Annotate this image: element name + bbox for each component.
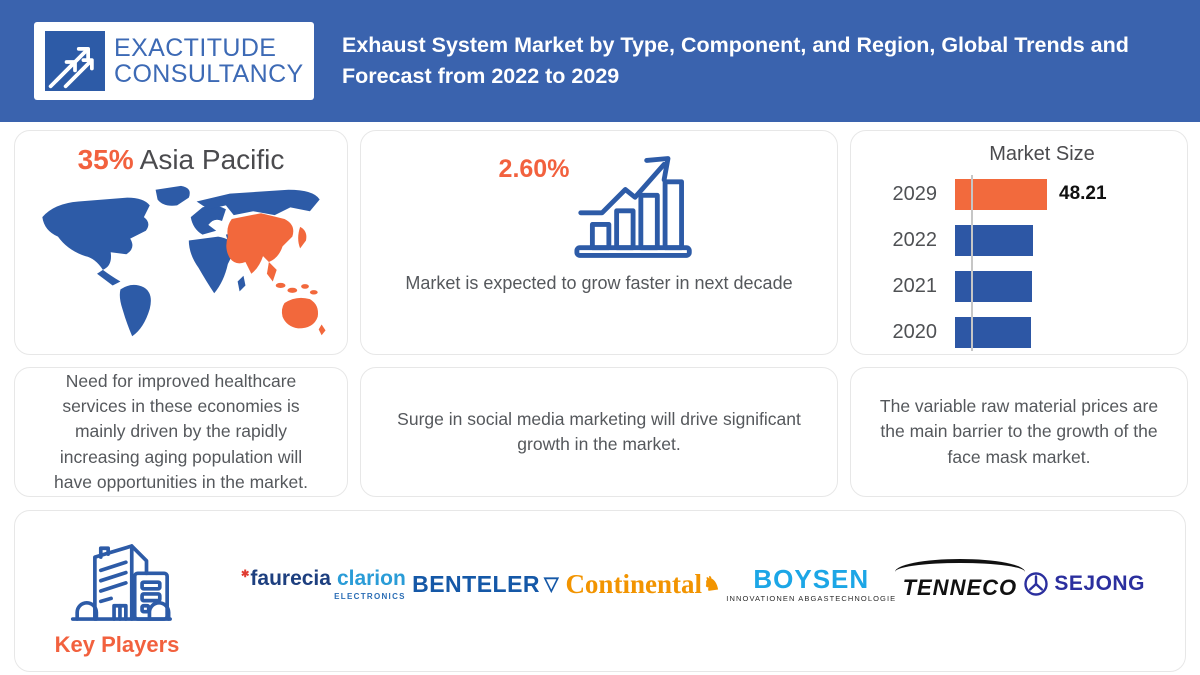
insight-text-left: Need for improved healthcare services in… <box>54 370 308 493</box>
market-size-row: 2020 <box>851 309 1187 355</box>
market-size-chart-rows: 2029 48.21 2022 2021 2020 <box>851 171 1187 355</box>
market-size-bar <box>955 178 1047 210</box>
logo-boysen: BOYSEN INNOVATIONEN ABGASTECHNOLOGIE <box>726 566 896 603</box>
logo-tenneco: TENNECO <box>894 559 1026 601</box>
key-players-block: Key Players <box>37 525 197 658</box>
map-base-continents <box>42 185 320 337</box>
faurecia-part1: faurecia <box>250 567 331 590</box>
market-size-category-label: 2022 <box>892 228 938 251</box>
faurecia-wordmark: ✱faurecia clarion <box>241 567 406 591</box>
company-logos-row: ✱faurecia clarion ELECTRONICS BENTELER ▽ … <box>197 559 1159 617</box>
faurecia-subtext: ELECTRONICS <box>334 592 406 601</box>
boysen-wordmark: BOYSEN <box>753 563 870 594</box>
insight-card-opportunity: Need for improved healthcare services in… <box>14 367 348 497</box>
market-size-title: Market Size <box>989 143 1095 165</box>
growth-percent: 2.60% <box>498 155 570 183</box>
key-players-card: Key Players ✱faurecia clarion ELECTRONICS… <box>14 510 1186 672</box>
growth-chart-icon <box>574 156 693 258</box>
world-map <box>42 185 326 337</box>
map-asia-pacific-highlight <box>226 213 326 336</box>
report-title: Exhaust System Market by Type, Component… <box>342 33 1129 88</box>
market-size-bar <box>955 316 1031 348</box>
key-players-label: Key Players <box>54 631 180 657</box>
stats-row: 35% Asia Pacific <box>14 130 1188 355</box>
insights-row: Need for improved healthcare services in… <box>14 367 1188 497</box>
market-size-chart: 2029 48.21 2022 2021 2020 <box>851 171 1187 355</box>
boysen-subtext: INNOVATIONEN ABGASTECHNOLOGIE <box>726 593 897 603</box>
market-size-row: 2021 <box>851 263 1187 309</box>
insight-card-driver: Surge in social media marketing will dri… <box>360 367 838 497</box>
faurecia-star-icon: ✱ <box>241 569 250 580</box>
benteler-triangle-icon: ▽ <box>544 573 560 595</box>
continental-wordmark: Continental <box>565 568 702 599</box>
region-heading: 35% Asia Pacific <box>15 144 347 176</box>
market-size-category-label: 2029 <box>892 182 938 205</box>
sejong-wordmark: SEJONG <box>1054 572 1145 595</box>
trending-arrows-icon <box>45 31 105 91</box>
header-banner: EXACTITUDE CONSULTANCY Exhaust System Ma… <box>0 0 1200 122</box>
market-size-value-label: 48.21 <box>1059 183 1107 204</box>
logo-line1: EXACTITUDE <box>114 33 277 62</box>
logo-line2: CONSULTANCY <box>114 60 304 88</box>
logo-wordmark: EXACTITUDE CONSULTANCY <box>114 33 304 88</box>
insight-text-center: Surge in social media marketing will dri… <box>397 408 801 454</box>
buildings-icon <box>70 543 172 621</box>
market-size-category-label: 2021 <box>892 274 938 297</box>
continental-horse-icon: ♞ <box>701 572 722 596</box>
insight-card-barrier: The variable raw material prices are the… <box>850 367 1188 497</box>
market-size-bar <box>955 224 1033 256</box>
growth-rate-card: 2.60% Market is expected to grow faster … <box>360 130 838 355</box>
exactitude-logo: EXACTITUDE CONSULTANCY <box>34 22 314 100</box>
faurecia-part2: clarion <box>336 567 406 590</box>
region-share-card: 35% Asia Pacific <box>14 130 348 355</box>
market-size-card: Market Size 2029 48.21 2022 2021 2020 <box>850 130 1188 355</box>
market-size-row: 2029 48.21 <box>851 171 1187 217</box>
growth-caption: Market is expected to grow faster in nex… <box>405 273 793 293</box>
sejong-emblem-icon <box>1024 572 1049 596</box>
logo-sejong: SEJONG <box>1023 571 1145 597</box>
region-percent: 35% <box>77 144 134 175</box>
logo-faurecia-clarion: ✱faurecia clarion ELECTRONICS <box>241 567 406 601</box>
logo-continental: Continental ♞ <box>565 568 722 600</box>
market-size-category-label: 2020 <box>892 320 938 343</box>
market-size-row: 2022 <box>851 217 1187 263</box>
chart-axis-line <box>971 175 973 351</box>
logo-benteler: BENTELER ▽ <box>412 571 559 598</box>
market-size-bar <box>955 270 1032 302</box>
region-label: Asia Pacific <box>139 144 285 175</box>
main-content: 35% Asia Pacific <box>0 122 1200 672</box>
benteler-wordmark: BENTELER <box>412 570 541 597</box>
insight-text-right: The variable raw material prices are the… <box>879 395 1159 467</box>
growth-top: 2.60% <box>499 147 700 265</box>
tenneco-arc-icon <box>894 559 1026 585</box>
